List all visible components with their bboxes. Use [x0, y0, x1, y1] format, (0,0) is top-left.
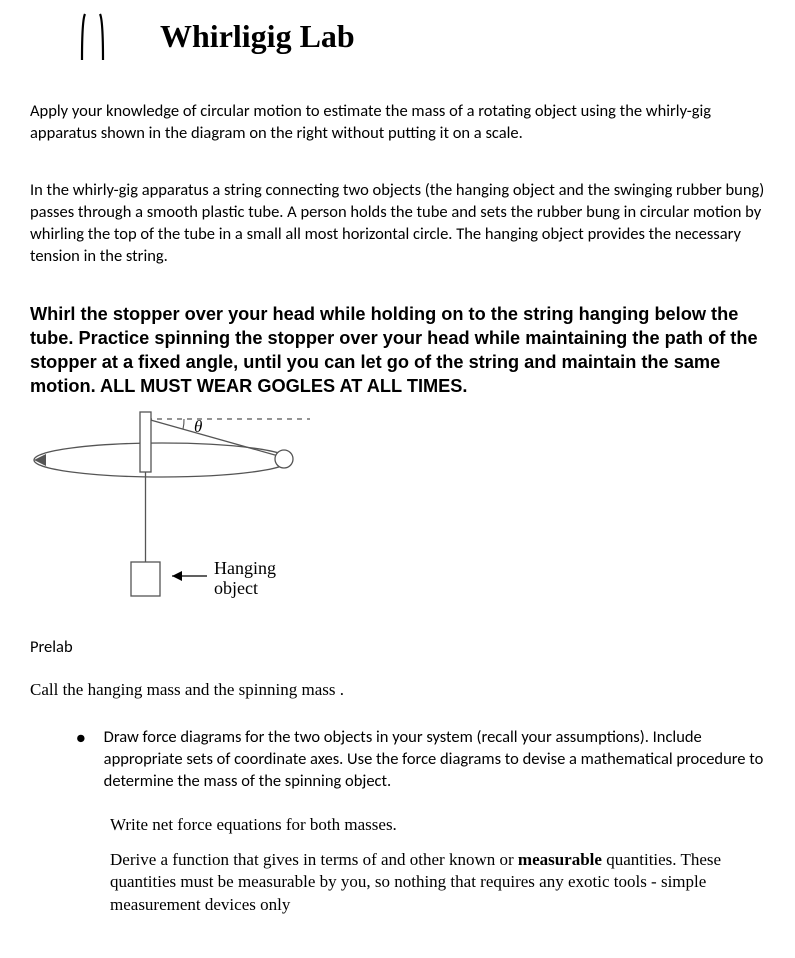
description-paragraph: In the whirly-gig apparatus a string con…: [30, 179, 765, 268]
document-page: Whirligig Lab Apply your knowledge of ci…: [0, 0, 795, 958]
instructions-paragraph: Whirl the stopper over your head while h…: [30, 302, 765, 398]
bullet-dot-icon: ●: [76, 726, 86, 793]
bullet-item: ● Draw force diagrams for the two object…: [76, 726, 765, 793]
page-title: Whirligig Lab: [160, 12, 355, 55]
call-line: Call the hanging mass and the spinning m…: [30, 679, 765, 702]
theta-label: θ: [194, 417, 202, 436]
write-line: Write net force equations for both masse…: [110, 814, 765, 836]
hanging-label-1: Hanging: [214, 558, 276, 578]
apparatus-diagram: θ Hanging object: [30, 404, 765, 609]
prelab-heading: Prelab: [30, 637, 765, 657]
derive-line: Derive a function that gives in terms of…: [110, 849, 765, 916]
derive-pre: Derive a function that gives in terms of…: [110, 850, 518, 869]
derive-bold: measurable: [518, 850, 602, 869]
title-row: Whirligig Lab: [30, 12, 765, 60]
hanging-label-2: object: [214, 578, 258, 598]
intro-paragraph: Apply your knowledge of circular motion …: [30, 100, 765, 145]
bullet-text: Draw force diagrams for the two objects …: [104, 726, 765, 793]
title-decoration-icon: [70, 12, 120, 60]
